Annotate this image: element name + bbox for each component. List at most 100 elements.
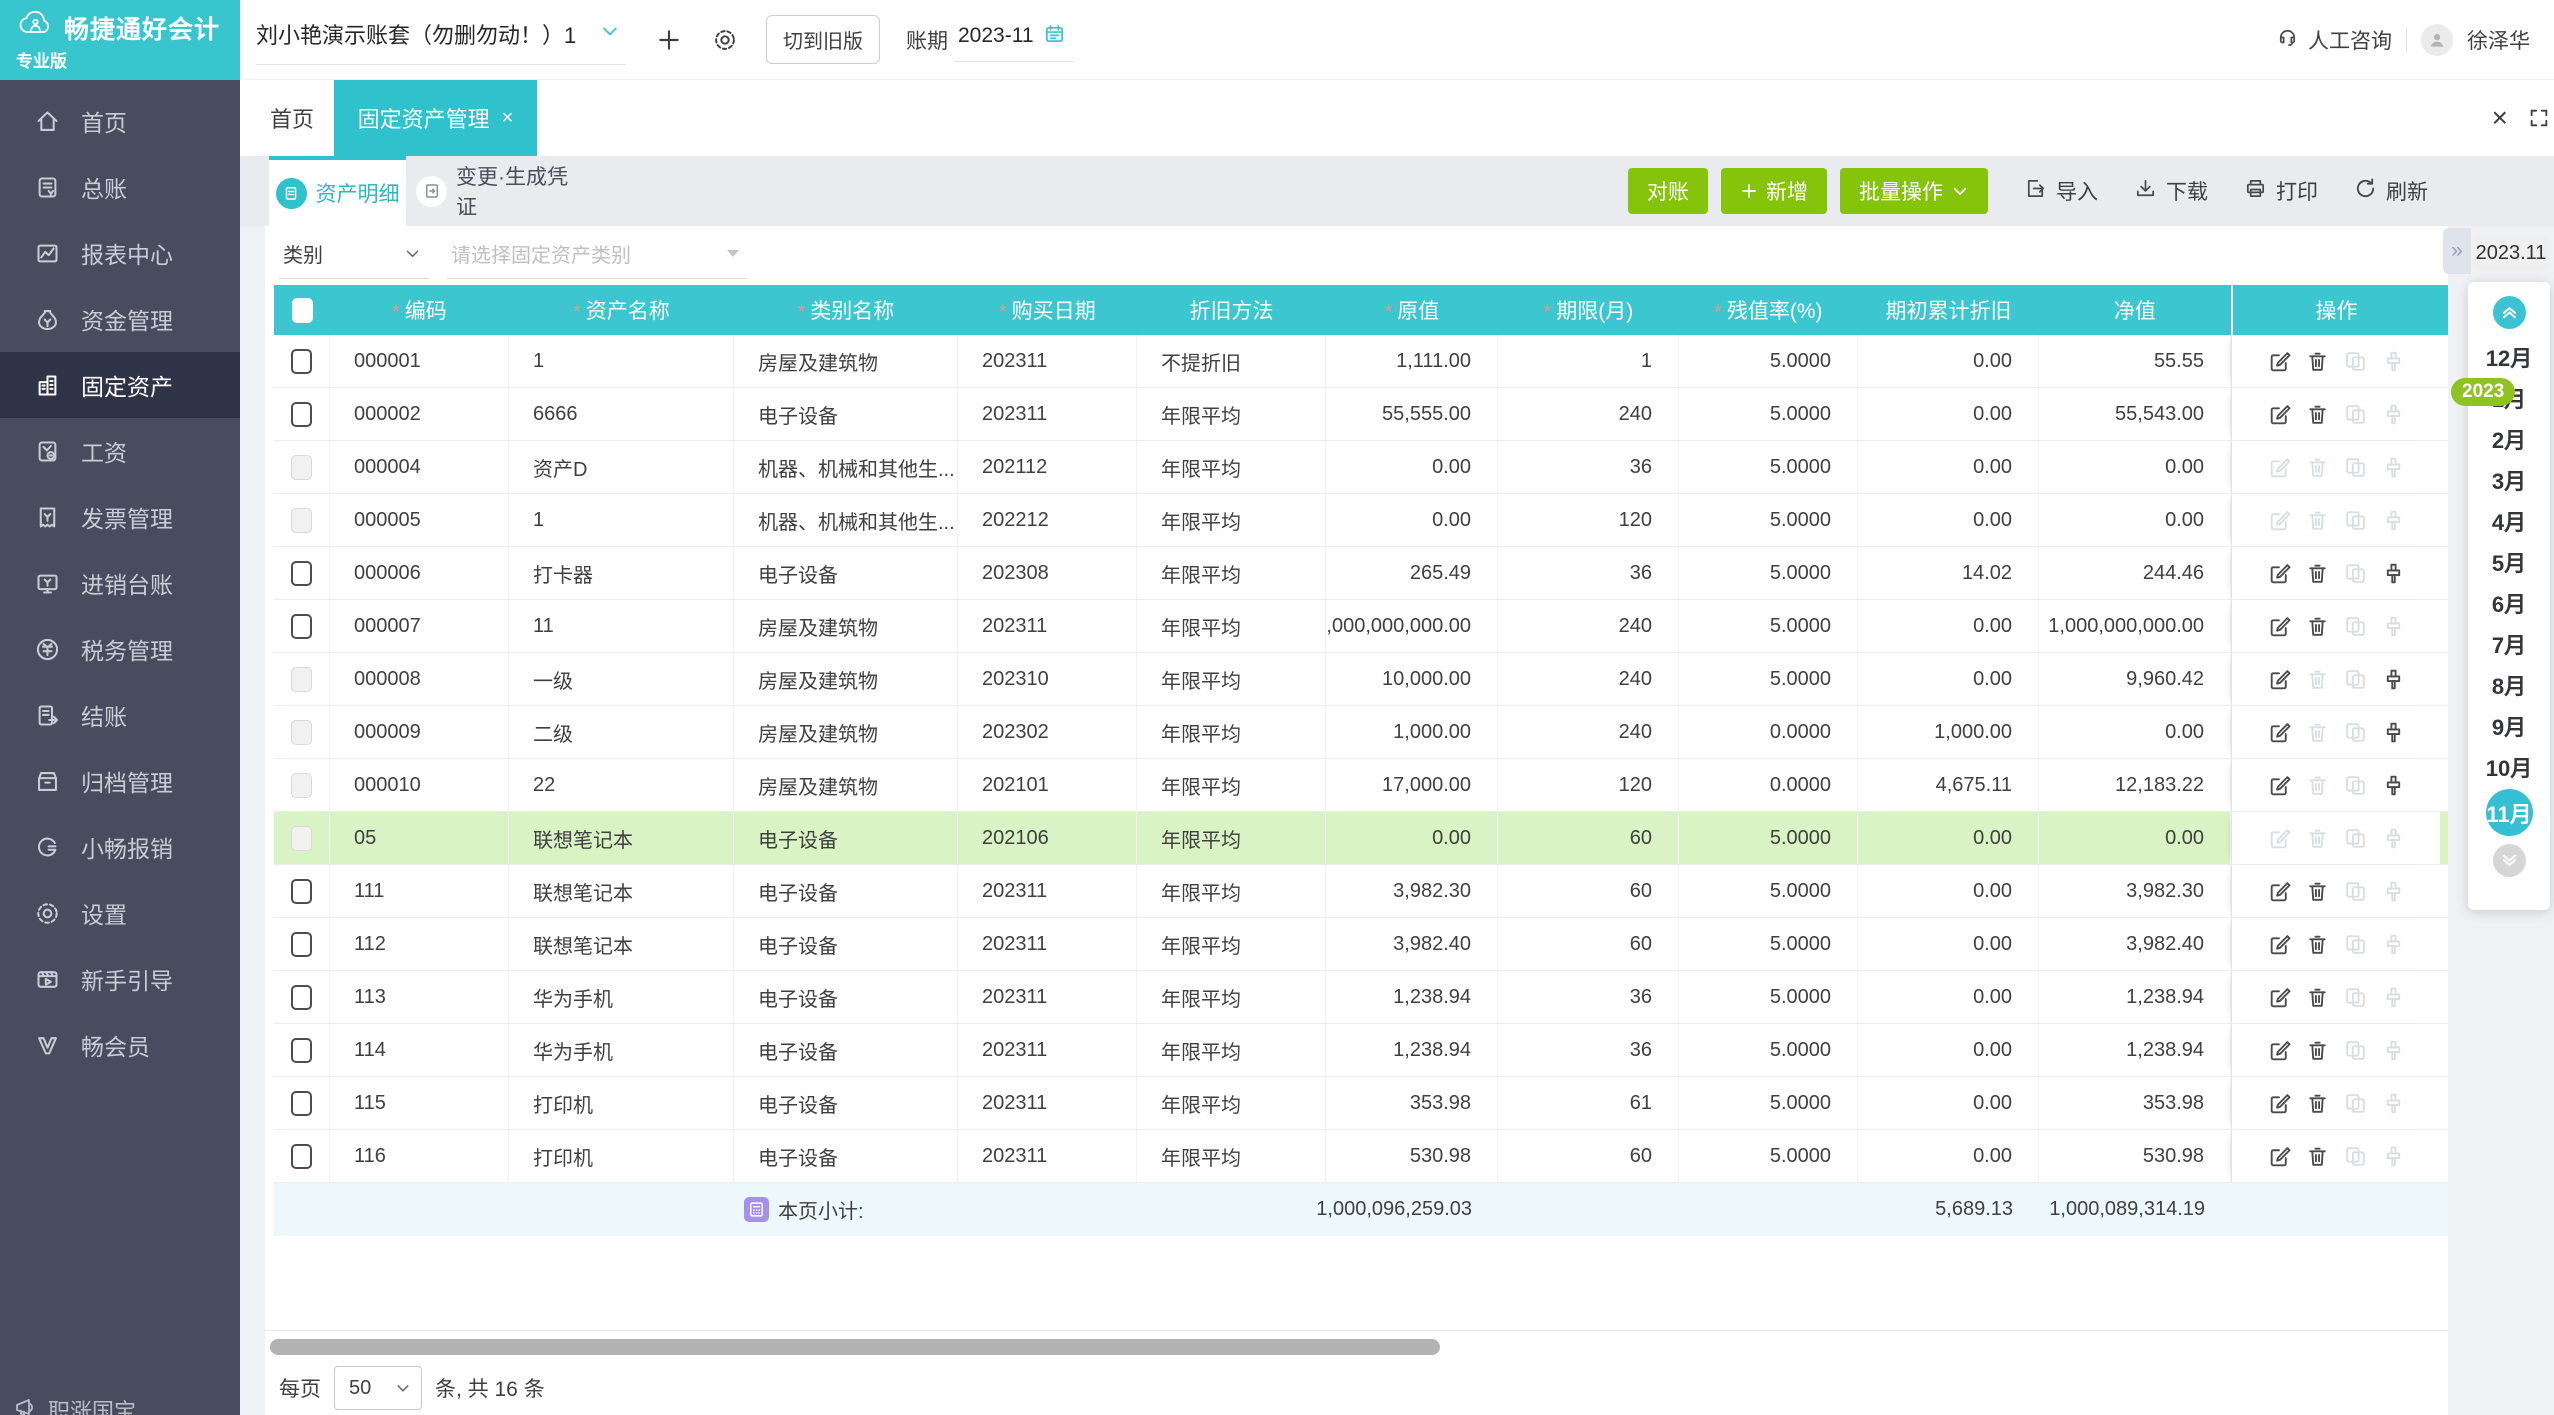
calendar-month-6[interactable]: 6月	[2491, 591, 2527, 617]
table-row[interactable]: 115 打印机 电子设备 202311 年限平均 353.98 61 5.0000 0.00 35…	[274, 1077, 2448, 1130]
support-link[interactable]: 人工咨询	[2276, 25, 2392, 55]
clean-icon[interactable]	[2381, 561, 2406, 586]
batch-actions-button[interactable]: 批量操作	[1840, 168, 1988, 214]
select-all-checkbox[interactable]	[291, 297, 313, 323]
import-button[interactable]: 导入	[2024, 176, 2098, 206]
calendar-month-12[interactable]: 12月	[2485, 345, 2533, 371]
sidebar-item-invoice[interactable]: 发票管理	[0, 484, 240, 550]
sidebar-item-report-center[interactable]: 报表中心	[0, 220, 240, 286]
row-checkbox[interactable]	[291, 984, 312, 1010]
calendar-month-9[interactable]: 9月	[2491, 714, 2527, 740]
sidebar-item-funds[interactable]: 资金管理	[0, 286, 240, 352]
row-checkbox[interactable]	[291, 613, 312, 639]
tab-fixed-assets[interactable]: 固定资产管理 ×	[334, 80, 537, 156]
sidebar-item-beginner-guide[interactable]: 新手引导	[0, 946, 240, 1012]
page-size-select[interactable]: 50	[334, 1366, 422, 1410]
sidebar-item-payroll[interactable]: 工资	[0, 418, 240, 484]
delete-icon[interactable]	[2305, 1091, 2330, 1116]
delete-icon[interactable]	[2305, 614, 2330, 639]
delete-icon[interactable]	[2305, 402, 2330, 427]
calendar-month-5[interactable]: 5月	[2491, 550, 2527, 576]
close-all-icon[interactable]: ×	[2491, 102, 2508, 133]
edit-icon[interactable]	[2267, 773, 2292, 798]
sidebar-item-tax[interactable]: 税务管理	[0, 616, 240, 682]
delete-icon[interactable]	[2305, 879, 2330, 904]
edit-icon[interactable]	[2267, 614, 2292, 639]
table-row[interactable]: 000006 打卡器 电子设备 202308 年限平均 265.49 36 5.0000 14.…	[274, 547, 2448, 600]
row-checkbox[interactable]	[291, 560, 312, 586]
table-row[interactable]: 05 联想笔记本 电子设备 202106 年限平均 0.00 60 5.0000 0.00 0.0…	[274, 812, 2448, 865]
calendar-month-11[interactable]: 11月	[2485, 789, 2533, 836]
calendar-scroll-up-button[interactable]	[2492, 296, 2526, 329]
clean-icon[interactable]	[2381, 773, 2406, 798]
delete-icon[interactable]	[2305, 985, 2330, 1010]
edit-icon[interactable]	[2267, 667, 2292, 692]
table-row[interactable]: 000001 1 房屋及建筑物 202311 不提折旧 1,111.00 1 5.0000 0.…	[274, 335, 2448, 388]
delete-icon[interactable]	[2305, 1144, 2330, 1169]
calendar-month-4[interactable]: 4月	[2491, 509, 2527, 535]
table-row[interactable]: 112 联想笔记本 电子设备 202311 年限平均 3,982.40 60 5.0000 0.…	[274, 918, 2448, 971]
table-row[interactable]: 000005 1 机器、机械和其他生... 202212 年限平均 0.00 120 5.00…	[274, 494, 2448, 547]
edit-icon[interactable]	[2267, 1091, 2292, 1116]
calendar-month-2[interactable]: 2月	[2491, 427, 2527, 453]
table-row[interactable]: 000008 一级 房屋及建筑物 202310 年限平均 10,000.00 240 5.00…	[274, 653, 2448, 706]
filter-category-select[interactable]: 请选择固定资产类别	[447, 239, 747, 279]
edit-icon[interactable]	[2267, 720, 2292, 745]
edit-icon[interactable]	[2267, 932, 2292, 957]
subtab-asset-detail[interactable]: 资产明细	[269, 156, 406, 226]
table-row[interactable]: 111 联想笔记本 电子设备 202311 年限平均 3,982.30 60 5.0000 0.…	[274, 865, 2448, 918]
calendar-month-7[interactable]: 7月	[2491, 632, 2527, 658]
sidebar-item-home[interactable]: 首页	[0, 88, 240, 154]
table-row[interactable]: 113 华为手机 电子设备 202311 年限平均 1,238.94 36 5.0000 0.0…	[274, 971, 2448, 1024]
tab-close-icon[interactable]: ×	[501, 107, 514, 129]
refresh-button[interactable]: 刷新	[2354, 176, 2428, 206]
sidebar-item-membership[interactable]: 畅会员	[0, 1012, 240, 1078]
table-row[interactable]: 000009 二级 房屋及建筑物 202302 年限平均 1,000.00 240 0.000…	[274, 706, 2448, 759]
edit-icon[interactable]	[2267, 349, 2292, 374]
clean-icon[interactable]	[2381, 667, 2406, 692]
edit-icon[interactable]	[2267, 402, 2292, 427]
edit-icon[interactable]	[2267, 879, 2292, 904]
sidebar-item-closing[interactable]: 结账	[0, 682, 240, 748]
table-row[interactable]: 116 打印机 电子设备 202311 年限平均 530.98 60 5.0000 0.00 53…	[274, 1130, 2448, 1183]
fullscreen-icon[interactable]	[2528, 80, 2550, 156]
delete-icon[interactable]	[2305, 1038, 2330, 1063]
avatar[interactable]	[2421, 23, 2453, 56]
row-checkbox[interactable]	[291, 878, 312, 904]
calendar-month-10[interactable]: 10月	[2485, 755, 2533, 781]
sidebar-item-reimbursement[interactable]: 小畅报销	[0, 814, 240, 880]
switch-to-old-version-button[interactable]: 切到旧版	[766, 15, 880, 64]
username[interactable]: 徐泽华	[2467, 29, 2530, 53]
tab-home[interactable]: 首页	[270, 107, 315, 132]
account-set-selector[interactable]: 刘小艳演示账套（勿删勿动！）1	[256, 14, 626, 65]
reconcile-button[interactable]: 对账	[1628, 168, 1708, 214]
edit-icon[interactable]	[2267, 1038, 2292, 1063]
sidebar-item-fixed-assets[interactable]: 固定资产	[0, 352, 240, 418]
sidebar-item-general-ledger[interactable]: 总账	[0, 154, 240, 220]
sidebar-item-purchase-sales-ledger[interactable]: 进销台账	[0, 550, 240, 616]
calendar-month-3[interactable]: 3月	[2491, 468, 2527, 494]
edit-icon[interactable]	[2267, 985, 2292, 1010]
row-checkbox[interactable]	[291, 1143, 312, 1169]
period-picker[interactable]: 2023-11	[954, 18, 1074, 62]
add-button[interactable]: 新增	[1721, 168, 1827, 214]
delete-icon[interactable]	[2305, 932, 2330, 957]
edit-icon[interactable]	[2267, 561, 2292, 586]
horizontal-scrollbar[interactable]	[270, 1339, 1440, 1355]
sidebar-item-settings[interactable]: 设置	[0, 880, 240, 946]
calendar-scroll-down-button[interactable]	[2492, 844, 2526, 877]
download-button[interactable]: 下载	[2134, 176, 2208, 206]
row-checkbox[interactable]	[291, 401, 312, 427]
table-row[interactable]: 000004 资产D 机器、机械和其他生... 202112 年限平均 0.00 36 5.0…	[274, 441, 2448, 494]
print-button[interactable]: 打印	[2244, 176, 2318, 206]
row-checkbox[interactable]	[291, 1037, 312, 1063]
edit-icon[interactable]	[2267, 1144, 2292, 1169]
calendar-collapse-button[interactable]: »	[2443, 228, 2471, 274]
subtab-change-voucher[interactable]: 变更·生成凭证	[416, 156, 576, 226]
clean-icon[interactable]	[2381, 720, 2406, 745]
sidebar-item-archive[interactable]: 归档管理	[0, 748, 240, 814]
calendar-month-8[interactable]: 8月	[2491, 673, 2527, 699]
gear-icon[interactable]	[712, 27, 738, 53]
table-row[interactable]: 000007 11 房屋及建筑物 202311 年限平均 1,000,000,000.00…	[274, 600, 2448, 653]
table-row[interactable]: 000010 22 房屋及建筑物 202101 年限平均 17,000.00 120 0.00…	[274, 759, 2448, 812]
